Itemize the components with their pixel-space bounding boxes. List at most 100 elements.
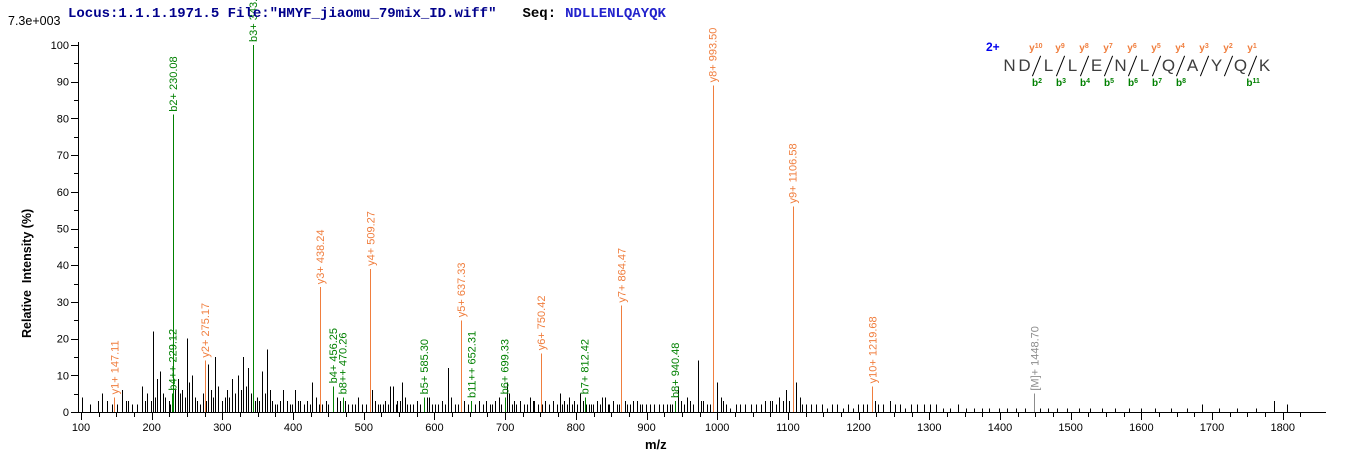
svg-text:10: 10 xyxy=(57,370,69,382)
svg-text:500: 500 xyxy=(355,422,373,434)
peak-label: b4+ 456.25 xyxy=(328,328,340,383)
peak-label: b4++ 229.12 xyxy=(167,329,179,391)
residue: Q xyxy=(1161,56,1176,75)
svg-text:1500: 1500 xyxy=(1058,422,1082,434)
y-ion-label: y7 xyxy=(1103,43,1113,54)
x-axis-tick-labels: 100 200 300 400 500 600 700 800 900 1000 1100 1200 1… xyxy=(72,422,1295,434)
b-ion-label: b6 xyxy=(1127,78,1139,89)
y-ion-label: y3 xyxy=(1199,43,1209,54)
header-bar: Locus:1.1.1.1971.5 File:"HMYF_jiaomu_79m… xyxy=(68,6,666,22)
svg-text:1600: 1600 xyxy=(1129,422,1153,434)
cleavage-site: y8 b4 xyxy=(1079,43,1090,89)
y-ion-label: y2 xyxy=(1223,43,1233,54)
residue: N xyxy=(1003,56,1016,75)
svg-text:1000: 1000 xyxy=(705,422,729,434)
peak-label: [M]+ 1448.70 xyxy=(1029,326,1041,391)
peak-label: b3+ 343.1 xyxy=(248,0,260,42)
x-axis-title: m/z xyxy=(645,437,667,452)
b-ion-label: b11 xyxy=(1246,78,1260,89)
residue: A xyxy=(1186,56,1199,75)
cleavage-slash xyxy=(1223,55,1234,77)
svg-text:400: 400 xyxy=(284,422,302,434)
fragment-peaks xyxy=(114,45,1035,412)
residue: E xyxy=(1090,56,1103,75)
svg-text:100: 100 xyxy=(72,422,90,434)
residue: L xyxy=(1043,56,1054,75)
b-ion-label: b4 xyxy=(1079,78,1091,89)
svg-text:1700: 1700 xyxy=(1200,422,1224,434)
b-ion-label: b7 xyxy=(1151,78,1163,89)
cleavage-slash xyxy=(1151,55,1162,77)
cleavage-slash xyxy=(1031,55,1042,77)
y-axis-tick-labels: 0 10 20 30 40 50 60 70 80 90 100 xyxy=(51,40,69,419)
b-ion-label: b2 xyxy=(1031,78,1043,89)
residue: D xyxy=(1018,56,1031,75)
svg-text:1400: 1400 xyxy=(988,422,1012,434)
intensity-scale-note: 7.3e+003 xyxy=(8,14,61,28)
b-ion-label: b3 xyxy=(1055,78,1067,89)
residue: K xyxy=(1258,56,1271,75)
precursor-charge-label: 2+ xyxy=(986,40,1000,54)
seq-value: NDLLENLQAYQK xyxy=(565,6,666,22)
peak-label: y2+ 275.17 xyxy=(200,303,212,358)
peak-label: y8+ 993.50 xyxy=(708,28,720,83)
svg-text:90: 90 xyxy=(57,77,69,89)
y-ion-label: y4 xyxy=(1175,43,1185,54)
residue: L xyxy=(1067,56,1078,75)
x-axis-ticks xyxy=(81,413,1301,420)
peak-label: y5+ 637.33 xyxy=(456,263,468,318)
svg-text:800: 800 xyxy=(567,422,585,434)
peak-label: y4+ 509.27 xyxy=(365,211,377,266)
svg-text:600: 600 xyxy=(425,422,443,434)
svg-text:100: 100 xyxy=(51,40,69,52)
residue: L xyxy=(1139,56,1150,75)
residue: Y xyxy=(1210,56,1223,75)
y-ion-label: y1 xyxy=(1247,43,1257,54)
noise-peaks xyxy=(82,331,1288,412)
y-ion-label: y8 xyxy=(1079,43,1089,54)
svg-text:1100: 1100 xyxy=(776,422,800,434)
cleavage-site: y2 xyxy=(1223,43,1234,77)
cleavage-site: y7 b5 xyxy=(1103,43,1114,89)
peak-label: b2+ 230.08 xyxy=(168,56,180,111)
y-ion-label: y9 xyxy=(1055,43,1065,54)
peak-label: y9+ 1106.58 xyxy=(788,143,800,203)
cleavage-slash xyxy=(1127,55,1138,77)
peak-label: b6+ 699.33 xyxy=(500,339,512,394)
svg-text:1800: 1800 xyxy=(1270,422,1294,434)
svg-text:1300: 1300 xyxy=(917,422,941,434)
y-axis-ticks xyxy=(71,45,78,413)
cleavage-site: y3 xyxy=(1199,43,1210,77)
b-ion-label: b8 xyxy=(1175,78,1187,89)
peak-label: b11++ 652.31 xyxy=(466,331,478,398)
cleavage-site: y10 b2 xyxy=(1029,43,1042,89)
svg-text:900: 900 xyxy=(637,422,655,434)
peak-label: b5+ 585.30 xyxy=(419,339,431,394)
peak-label: y10+ 1219.68 xyxy=(867,316,879,383)
cleavage-site: y4 b8 xyxy=(1175,43,1186,89)
peak-label: y3+ 438.24 xyxy=(315,229,327,284)
b-ion-label: b5 xyxy=(1103,78,1115,89)
y-axis-title: Relative Intensity (%) xyxy=(20,208,34,338)
cleavage-site: y9 b3 xyxy=(1055,43,1066,89)
peak-labels: y1+ 147.11 b4++ 229.12 b2+ 230.08 y2+ 275.1… xyxy=(109,0,1041,398)
svg-text:40: 40 xyxy=(57,260,69,272)
svg-text:70: 70 xyxy=(57,150,69,162)
svg-text:80: 80 xyxy=(57,113,69,125)
svg-text:200: 200 xyxy=(143,422,161,434)
svg-text:0: 0 xyxy=(63,407,69,419)
cleavage-slash xyxy=(1079,55,1090,77)
svg-text:30: 30 xyxy=(57,297,69,309)
locus-file-text: Locus:1.1.1.1971.5 File:"HMYF_jiaomu_79m… xyxy=(68,6,497,22)
svg-text:60: 60 xyxy=(57,187,69,199)
cleavage-slash xyxy=(1103,55,1114,77)
y-ion-label: y5 xyxy=(1151,43,1161,54)
svg-text:300: 300 xyxy=(213,422,231,434)
cleavage-site: y5 b7 xyxy=(1151,43,1162,89)
cleavage-slash xyxy=(1247,55,1258,77)
peak-label: b8+ 940.48 xyxy=(670,343,682,398)
y-ion-label: y6 xyxy=(1127,43,1137,54)
